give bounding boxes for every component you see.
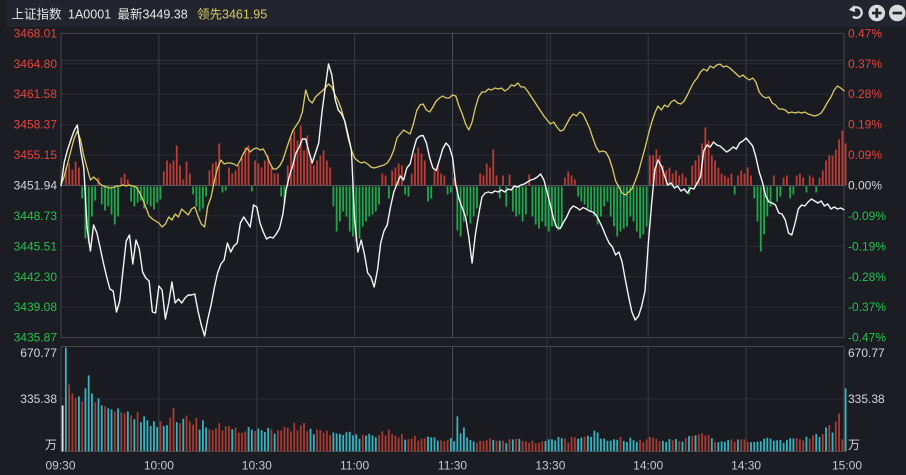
svg-text:0.37%: 0.37% <box>848 57 882 71</box>
svg-text:0.19%: 0.19% <box>848 118 882 132</box>
svg-text:1A0001: 1A0001 <box>68 8 111 22</box>
svg-text:10:00: 10:00 <box>144 459 174 473</box>
svg-text:领先3461.95: 领先3461.95 <box>197 8 267 22</box>
svg-text:15:00: 15:00 <box>832 459 862 473</box>
svg-text:11:00: 11:00 <box>340 459 369 473</box>
svg-text:0.47%: 0.47% <box>848 26 882 40</box>
svg-text:3455.15: 3455.15 <box>14 148 58 162</box>
svg-text:-0.47%: -0.47% <box>848 331 886 345</box>
svg-text:670.77: 670.77 <box>20 346 57 360</box>
svg-text:670.77: 670.77 <box>848 346 885 360</box>
svg-text:14:30: 14:30 <box>731 459 761 473</box>
svg-text:3451.94: 3451.94 <box>14 179 58 193</box>
svg-text:0.28%: 0.28% <box>848 87 882 101</box>
svg-text:14:00: 14:00 <box>633 459 663 473</box>
svg-text:3464.80: 3464.80 <box>14 57 58 71</box>
svg-text:3445.51: 3445.51 <box>14 239 58 253</box>
svg-text:0.09%: 0.09% <box>848 148 882 162</box>
svg-text:-0.19%: -0.19% <box>848 239 886 253</box>
svg-text:3448.73: 3448.73 <box>14 209 58 223</box>
svg-text:-0.37%: -0.37% <box>848 300 886 314</box>
svg-text:万: 万 <box>848 438 860 452</box>
svg-text:335.38: 335.38 <box>848 392 885 406</box>
svg-text:上证指数: 上证指数 <box>12 7 63 22</box>
svg-text:最新3449.38: 最新3449.38 <box>118 7 188 22</box>
svg-text:3461.58: 3461.58 <box>14 87 58 101</box>
svg-text:-0.28%: -0.28% <box>848 270 886 284</box>
svg-text:10:30: 10:30 <box>242 459 272 473</box>
svg-text:0.00%: 0.00% <box>848 179 882 193</box>
svg-text:335.38: 335.38 <box>20 392 57 406</box>
svg-text:3468.01: 3468.01 <box>14 26 58 40</box>
svg-text:09:30: 09:30 <box>45 459 75 473</box>
svg-text:3458.37: 3458.37 <box>14 118 58 132</box>
svg-text:万: 万 <box>45 438 57 452</box>
svg-text:13:30: 13:30 <box>535 459 565 473</box>
svg-text:-0.09%: -0.09% <box>848 209 886 223</box>
svg-text:11:30: 11:30 <box>438 459 467 473</box>
svg-text:3439.08: 3439.08 <box>14 300 58 314</box>
svg-text:3442.30: 3442.30 <box>14 270 58 284</box>
svg-text:3435.87: 3435.87 <box>14 331 58 345</box>
